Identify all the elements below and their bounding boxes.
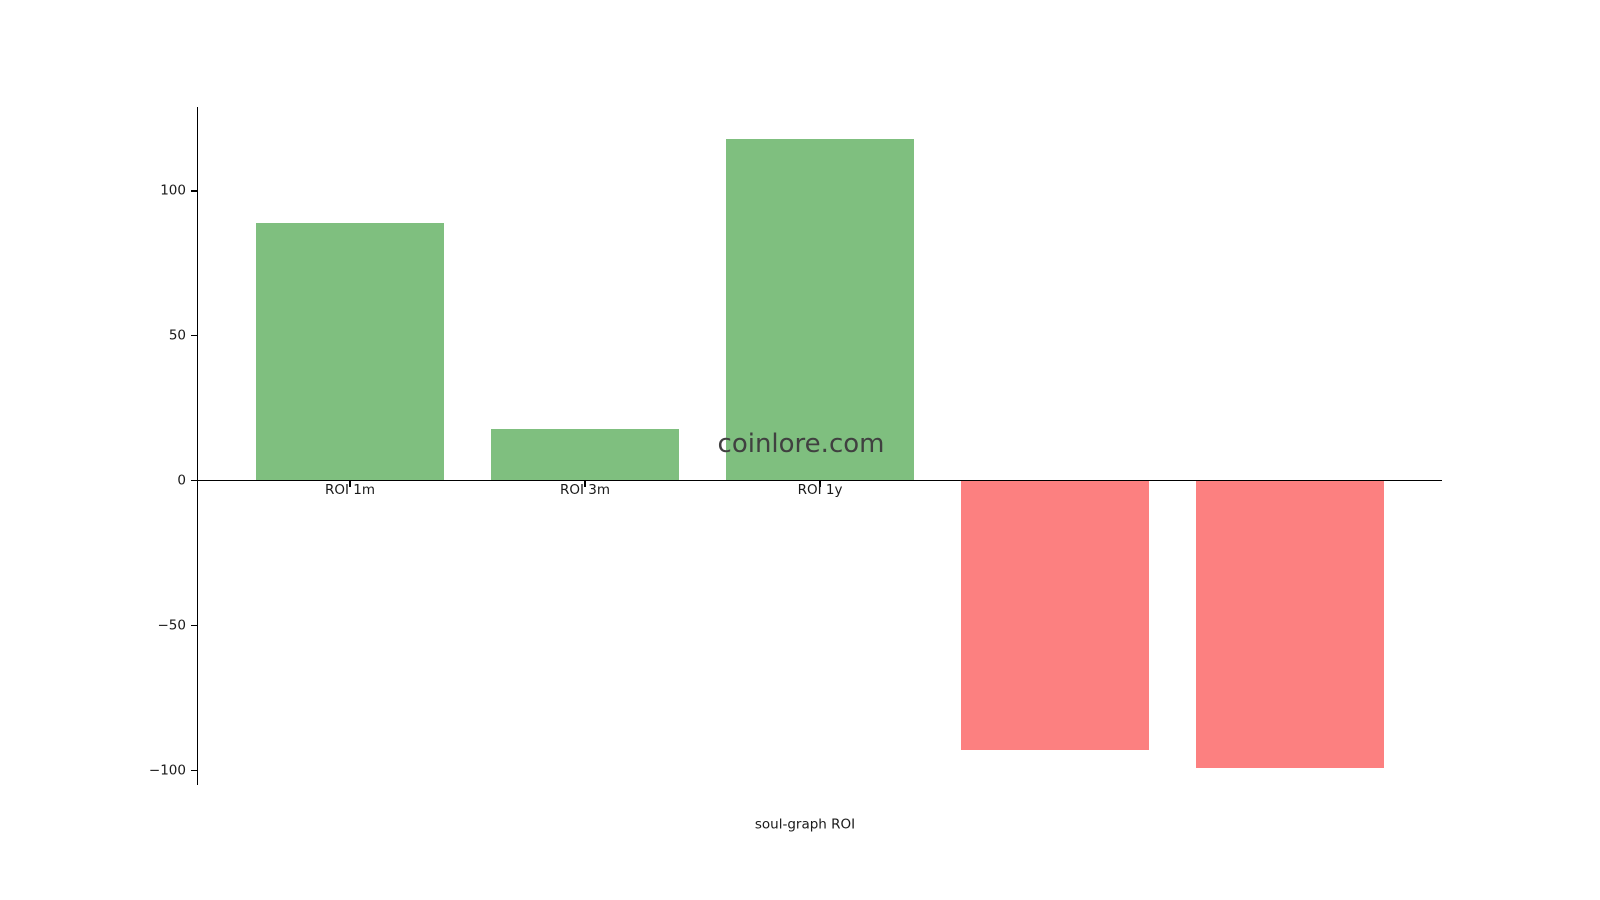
y-tick-label: 0 [177,472,186,489]
watermark-text: coinlore.com [717,429,885,459]
x-axis-line [197,480,1442,482]
y-tick-mark [191,625,197,627]
y-tick-label: 50 [168,327,186,344]
x-axis-title: soul-graph ROI [754,816,856,833]
y-tick-mark [191,480,197,482]
y-axis-spine [197,107,199,785]
y-tick-label: −100 [148,761,186,778]
bar-roi-3m [491,428,679,481]
x-tick-label-roi-3m: ROI 3m [559,482,611,499]
bar-roi-1m [256,222,444,481]
y-tick-mark [191,335,197,337]
bar-4 [961,480,1149,751]
y-tick-mark [191,769,197,772]
x-tick-mark [819,480,821,487]
x-tick-label-roi-1m: ROI 1m [324,482,376,499]
y-tick-mark [191,190,197,192]
y-tick-label: −50 [157,616,187,633]
bar-roi-1y [726,138,914,481]
x-tick-mark [584,480,586,487]
x-tick-mark [349,480,351,487]
bar-5 [1196,480,1384,768]
y-tick-label: 100 [160,182,186,199]
x-tick-label-roi-1y: ROI 1y [797,482,843,499]
